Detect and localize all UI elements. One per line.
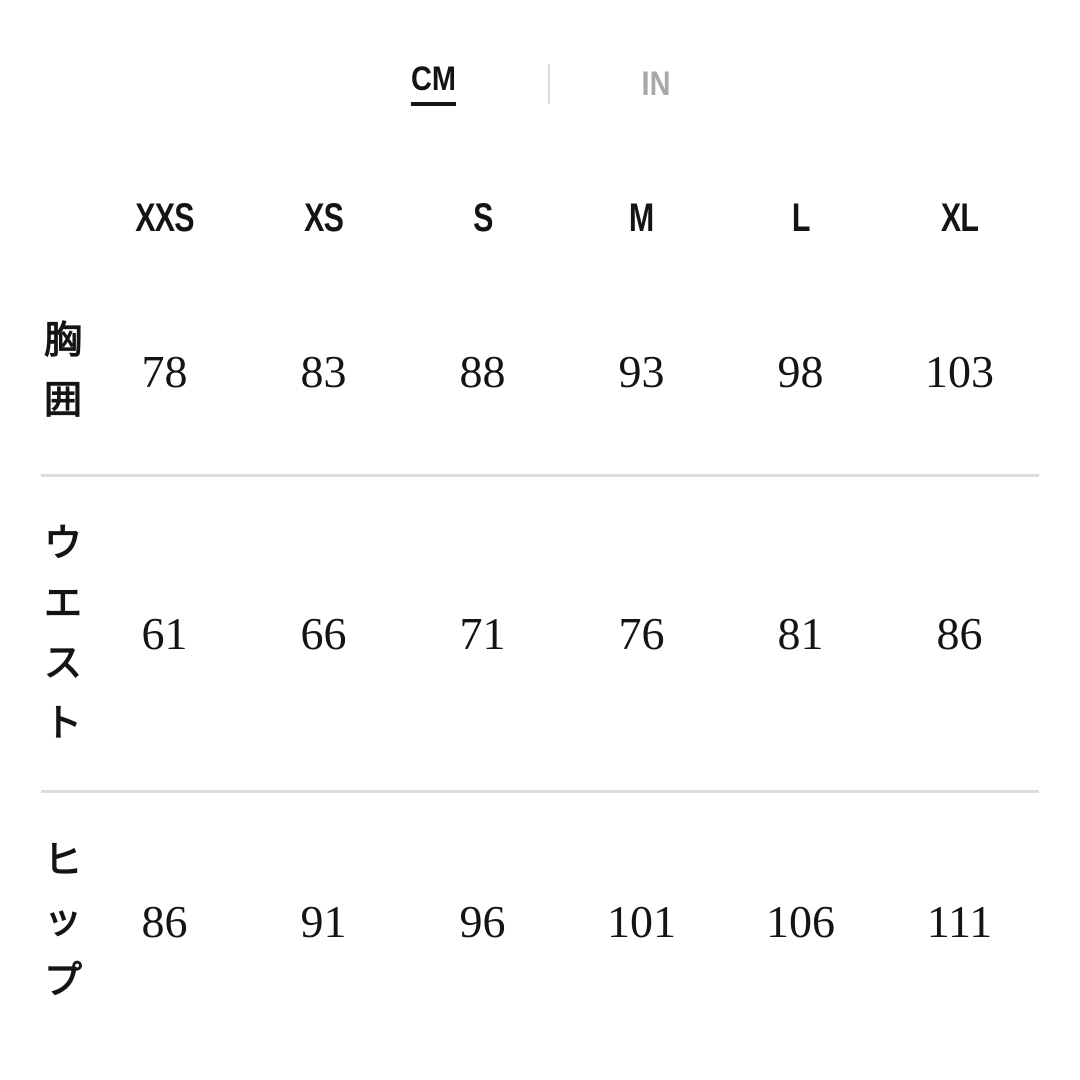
size-column-header-label: XS — [303, 195, 344, 240]
chest-value-xxs: 78 — [141, 345, 188, 397]
row-label-text: ヒップ — [44, 840, 83, 1002]
row-label-waist: ウエスト — [41, 477, 85, 790]
chest-value-m: 93 — [618, 345, 665, 397]
size-header-row: XXS XS S M L XL — [41, 168, 1039, 268]
size-column-header-label: M — [629, 195, 654, 240]
size-column-header-l: L — [721, 168, 880, 268]
size-column-header-label: S — [472, 195, 493, 240]
unit-option-in-label: IN — [641, 65, 671, 103]
hips-value-m: 101 — [607, 895, 676, 947]
chest-value-s: 88 — [459, 345, 506, 397]
hips-value-l: 106 — [766, 895, 835, 947]
size-column-header-xxs: XXS — [85, 168, 244, 268]
hips-value-xs: 91 — [300, 895, 347, 947]
size-chart-table: XXS XS S M L XL 胸囲 78 83 88 — [41, 168, 1039, 1049]
waist-value-xxs: 61 — [141, 608, 188, 659]
size-column-header-xl: XL — [880, 168, 1039, 268]
hips-value-xl: 111 — [926, 895, 993, 947]
chest-value-l: 98 — [777, 345, 824, 397]
size-column-header-label: XL — [940, 195, 979, 240]
chest-value-xs: 83 — [300, 345, 347, 397]
unit-option-cm[interactable]: CM — [407, 62, 460, 106]
table-row-chest: 胸囲 78 83 88 93 98 103 — [41, 268, 1039, 477]
unit-option-in[interactable]: IN — [639, 67, 673, 101]
table-row-hips: ヒップ 86 91 96 101 106 111 — [41, 793, 1039, 1049]
header-label-spacer — [41, 168, 85, 268]
unit-option-cm-label: CM — [410, 62, 456, 106]
waist-value-m: 76 — [618, 608, 665, 659]
waist-value-xs: 66 — [300, 608, 347, 659]
size-column-header-label: XXS — [135, 195, 194, 240]
size-column-header-xs: XS — [244, 168, 403, 268]
row-label-text: 胸囲 — [44, 320, 83, 422]
hips-value-xxs: 86 — [141, 895, 188, 947]
size-column-header-m: M — [562, 168, 721, 268]
unit-toggle: CM IN — [0, 0, 1080, 168]
row-label-hips: ヒップ — [41, 793, 85, 1049]
waist-value-xl: 86 — [936, 608, 983, 659]
size-column-header-s: S — [403, 168, 562, 268]
waist-value-l: 81 — [777, 608, 824, 659]
hips-value-s: 96 — [459, 895, 506, 947]
waist-value-s: 71 — [459, 608, 506, 659]
row-label-chest: 胸囲 — [41, 268, 85, 474]
size-column-header-label: L — [791, 195, 811, 240]
row-label-text: ウエスト — [44, 522, 83, 745]
unit-toggle-divider — [548, 64, 551, 104]
table-row-waist: ウエスト 61 66 71 76 81 86 — [41, 477, 1039, 793]
chest-value-xl: 103 — [925, 345, 994, 397]
